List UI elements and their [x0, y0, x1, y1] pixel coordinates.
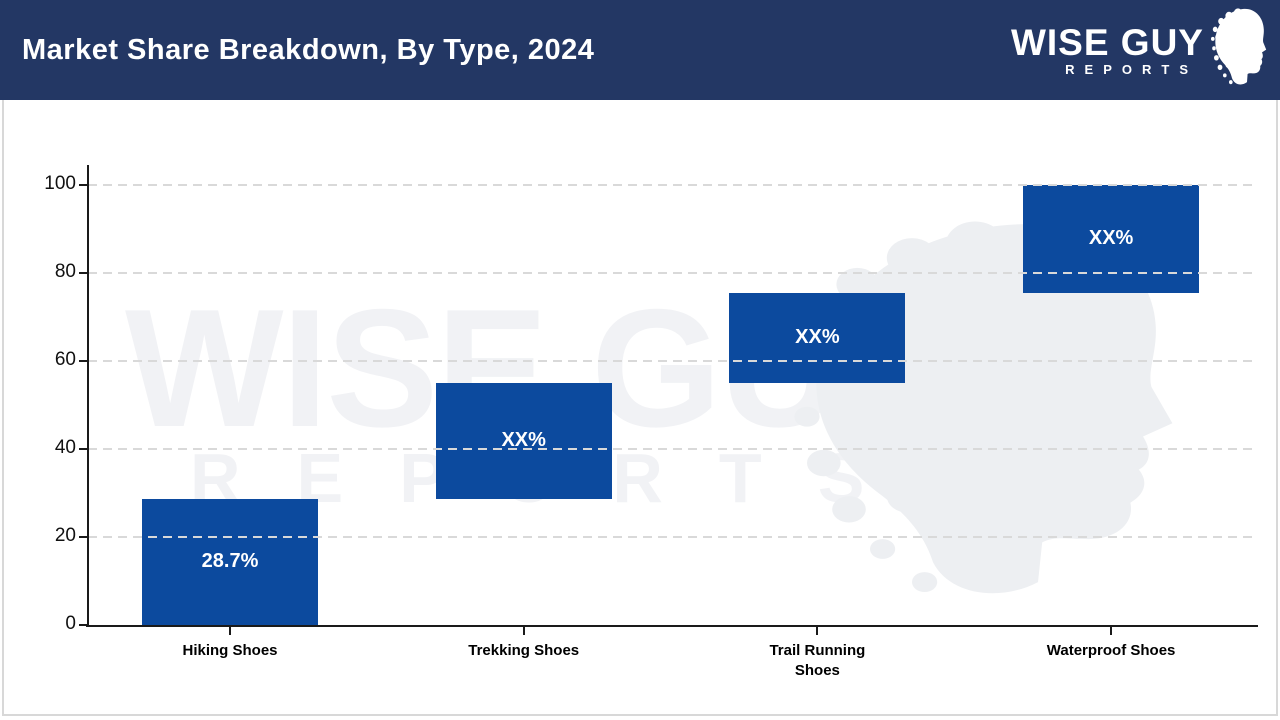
bar-trail-running-shoes: XX% — [729, 292, 906, 383]
y-tick-20 — [79, 536, 88, 538]
bar-trekking-shoes: XX% — [435, 383, 612, 499]
logo-subtitle: REPORTS — [1065, 62, 1198, 77]
x-axis-label-line: Waterproof Shoes — [1046, 642, 1176, 659]
y-tick-0 — [79, 624, 88, 626]
gridline-100 — [88, 184, 1255, 186]
page-title: Market Share Breakdown, By Type, 2024 — [22, 34, 595, 66]
wiseguy-logo: WISE GUY REPORTS — [1008, 0, 1268, 100]
x-axis-label-hiking-shoes: Hiking Shoes — [120, 641, 340, 661]
bar-value-label: XX% — [1088, 227, 1134, 250]
y-tick-label-40: 40 — [54, 437, 76, 458]
y-tick-80 — [79, 272, 88, 274]
x-axis-label-trail-running-shoes: Trail Running Shoes — [707, 641, 927, 681]
bar-value-label: XX% — [501, 429, 546, 452]
x-tick-trekking-shoes — [522, 627, 525, 635]
y-axis — [87, 165, 89, 627]
x-axis-label-line: Shoes — [794, 662, 840, 679]
x-axis-label-line: Trail Running — [769, 642, 866, 659]
y-tick-label-60: 60 — [54, 349, 76, 370]
wiseguy-face-icon — [1208, 5, 1268, 93]
y-tick-60 — [79, 360, 88, 362]
gridline-40 — [88, 448, 1255, 450]
y-tick-label-20: 20 — [54, 525, 76, 546]
x-axis — [86, 625, 1258, 627]
bar-value-label: XX% — [795, 326, 840, 349]
x-axis-label-trekking-shoes: Trekking Shoes — [414, 641, 634, 661]
y-tick-label-80: 80 — [54, 261, 76, 282]
bar-value-label: 28.7% — [201, 550, 259, 573]
logo-title: WISE GUY — [1010, 22, 1204, 63]
bar-hiking-shoes: 28.7% — [142, 498, 318, 625]
frame-left-border — [2, 100, 4, 716]
x-tick-waterproof-shoes — [1110, 627, 1113, 635]
y-tick-100 — [79, 184, 88, 186]
y-tick-label-100: 100 — [44, 173, 76, 194]
y-tick-label-0: 0 — [65, 613, 76, 634]
frame-right-border — [1276, 100, 1278, 716]
waterfall-chart: 0 20 40 60 80 100 28.7% Hiking Shoes XX% Trekking… — [0, 100, 1280, 720]
bar-waterproof-shoes: XX% — [1023, 185, 1200, 293]
gridline-20 — [88, 536, 1255, 538]
x-axis-label-waterproof-shoes: Waterproof Shoes — [1001, 641, 1221, 661]
header-bar: Market Share Breakdown, By Type, 2024 WI… — [0, 0, 1280, 100]
gridline-60 — [88, 360, 1255, 362]
y-tick-40 — [79, 448, 88, 450]
x-tick-trail-running-shoes — [816, 627, 819, 635]
x-tick-hiking-shoes — [229, 627, 231, 635]
gridline-80 — [88, 272, 1255, 274]
x-axis-label-line: Trekking Shoes — [468, 642, 580, 659]
x-axis-label-line: Hiking Shoes — [182, 642, 278, 659]
frame-bottom-border — [2, 714, 1278, 716]
